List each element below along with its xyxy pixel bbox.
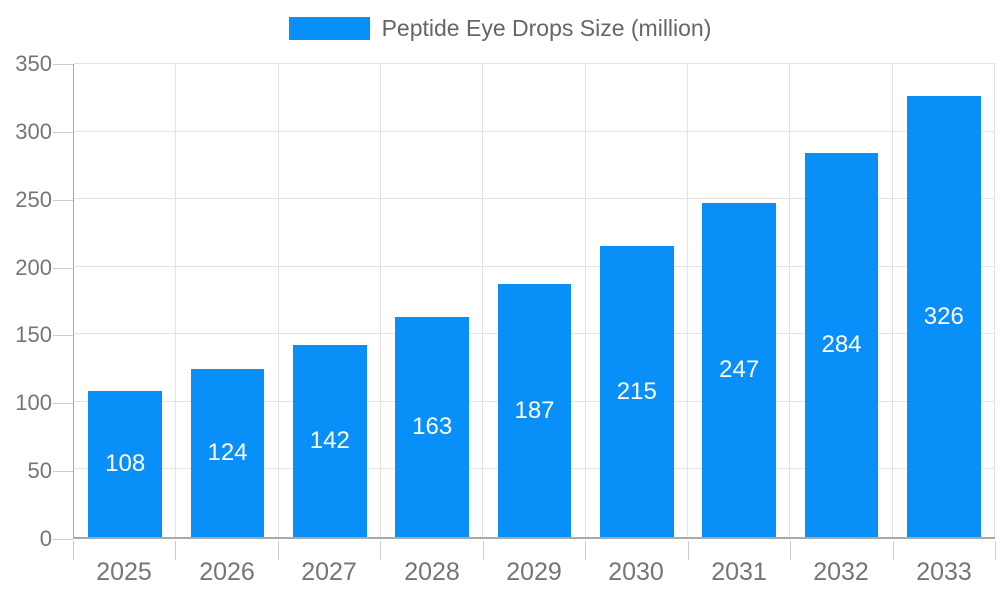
bar-2025[interactable]: 108 <box>88 391 162 537</box>
y-axis-tick <box>53 132 73 133</box>
x-axis-label: 2029 <box>506 558 562 586</box>
bar-value-label: 108 <box>105 450 146 478</box>
gridline-horizontal <box>74 130 995 132</box>
x-axis-label: 2026 <box>199 558 255 586</box>
x-axis-label: 2028 <box>404 558 460 586</box>
bar-value-label: 284 <box>821 331 862 359</box>
y-axis-label: 350 <box>15 51 52 76</box>
x-axis-tick <box>278 541 279 560</box>
x-axis-tick <box>73 541 74 560</box>
bar-2029[interactable]: 187 <box>497 284 572 537</box>
bar-2028[interactable]: 163 <box>395 316 469 537</box>
bar-2027[interactable]: 142 <box>293 345 367 537</box>
bar-value-label: 124 <box>207 439 248 467</box>
gridline-horizontal <box>74 198 995 200</box>
y-axis-tick <box>53 64 73 65</box>
gridline-vertical <box>277 64 279 537</box>
gridline-horizontal <box>74 265 995 267</box>
gridline-vertical <box>686 64 688 537</box>
y-axis-tick <box>53 403 73 404</box>
bar-2030[interactable]: 215 <box>600 246 674 537</box>
x-axis-label: 2033 <box>916 558 972 586</box>
y-axis-label: 200 <box>15 255 52 280</box>
gridline-vertical <box>175 64 177 537</box>
gridline-vertical <box>482 64 484 537</box>
y-axis-label: 250 <box>15 187 52 212</box>
x-axis-tick <box>790 541 791 560</box>
y-axis-tick <box>53 268 73 269</box>
bar-value-label: 163 <box>412 412 453 440</box>
x-axis-label: 2032 <box>813 558 869 586</box>
x-axis-tick <box>995 541 996 560</box>
legend-item[interactable]: Peptide Eye Drops Size (million) <box>0 14 1000 42</box>
bar-2031[interactable]: 247 <box>702 203 776 537</box>
y-axis-tick <box>53 335 73 336</box>
gridline-horizontal <box>74 63 995 64</box>
bar-value-label: 326 <box>923 302 964 330</box>
bar-value-label: 247 <box>719 356 760 384</box>
legend-label: Peptide Eye Drops Size (million) <box>381 15 712 41</box>
y-axis-label: 300 <box>15 119 52 144</box>
gridline-vertical <box>584 64 586 537</box>
bar-2032[interactable]: 284 <box>804 153 879 537</box>
x-axis-tick <box>483 541 484 560</box>
x-axis-label: 2030 <box>608 558 664 586</box>
y-axis-label: 50 <box>27 458 52 483</box>
x-axis-tick <box>175 541 176 560</box>
x-axis-label: 2027 <box>301 558 357 586</box>
y-axis-label: 100 <box>15 390 52 415</box>
gridline-vertical <box>789 64 791 537</box>
y-axis-tick <box>53 471 73 472</box>
bar-value-label: 215 <box>616 377 657 405</box>
x-axis-tick <box>893 541 894 560</box>
x-axis-tick <box>585 541 586 560</box>
gridline-vertical <box>891 64 893 537</box>
bar-value-label: 187 <box>514 396 555 424</box>
y-axis-tick <box>53 200 73 201</box>
y-axis-tick <box>53 539 73 540</box>
gridline-vertical <box>379 64 381 537</box>
y-axis-label: 0 <box>39 526 52 551</box>
gridline-vertical <box>994 64 995 537</box>
legend-swatch-icon <box>288 16 370 40</box>
x-axis-tick <box>380 541 381 560</box>
x-axis-tick <box>688 541 689 560</box>
bar-2026[interactable]: 124 <box>190 369 265 537</box>
y-axis-label: 150 <box>15 322 52 347</box>
x-axis-label: 2025 <box>96 558 152 586</box>
bar-value-label: 142 <box>309 427 350 455</box>
plot-area: 108 124 142 163 187 215 247 284 326 <box>73 63 995 539</box>
x-axis-label: 2031 <box>711 558 767 586</box>
bar-2033[interactable]: 326 <box>907 96 981 537</box>
